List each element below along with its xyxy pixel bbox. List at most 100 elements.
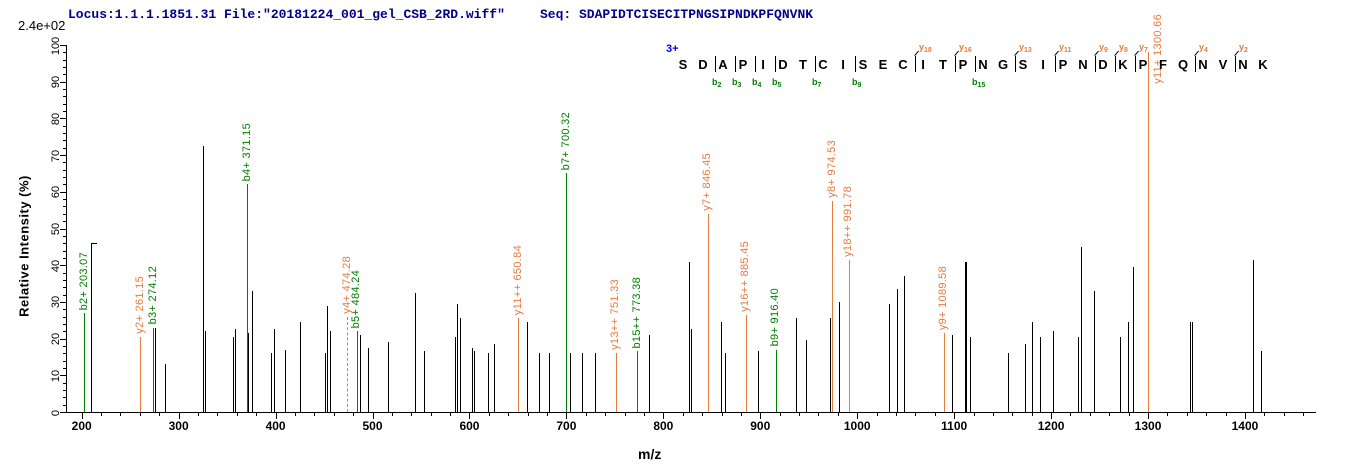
peak (1132, 267, 1134, 412)
y-axis-tick (63, 140, 67, 142)
y-axis-tick (63, 294, 67, 296)
x-tick-label: 1000 (843, 419, 871, 433)
y-axis-tick (63, 235, 67, 237)
y-tick-label: 50 (50, 222, 62, 236)
b-ion-divider (715, 56, 716, 72)
peak (274, 329, 276, 412)
b-ion-peak-label: b7+ 700.32 (559, 112, 572, 171)
peak (232, 336, 234, 412)
x-tick-label: 1100 (941, 419, 968, 433)
sequence-residue: G (997, 57, 1009, 72)
y-ion-peak (347, 316, 349, 412)
x-axis-tick (198, 412, 200, 416)
b-ion-marker-label: b5 (772, 77, 782, 89)
x-axis-tick (372, 412, 374, 419)
y-ion-peak-label: y11++ 650.84 (511, 245, 524, 316)
y-axis-tick (60, 301, 67, 303)
y-tick-label: 90 (50, 76, 62, 89)
y-ion-divider (1015, 56, 1016, 72)
peak (1080, 246, 1082, 412)
x-axis-tick (566, 412, 568, 419)
peak (456, 303, 458, 412)
y-ion-peak-label: y9+ 1089.58 (937, 265, 950, 331)
peak (725, 353, 727, 412)
peak (649, 334, 651, 412)
y-axis-tick (63, 243, 67, 245)
y-axis-tick (60, 265, 67, 267)
y-axis-tick (63, 287, 67, 289)
x-axis-tick (1167, 412, 1169, 416)
peak (1077, 336, 1079, 412)
x-axis-tick (973, 412, 975, 416)
y-axis-tick (60, 155, 67, 157)
peak (1252, 259, 1254, 412)
peak (964, 261, 966, 412)
y-tick-label: 80 (50, 112, 62, 126)
sequence-residue: C (898, 57, 908, 72)
x-axis-tick (605, 412, 607, 416)
x-axis-tick (760, 412, 762, 419)
sequence-residue: T (799, 57, 807, 72)
x-tick-label: 800 (653, 419, 674, 433)
y-ion-divider (955, 56, 956, 72)
y-axis-tick (63, 316, 67, 318)
y-tick-label: 20 (50, 332, 62, 346)
b-ion-peak (153, 327, 155, 412)
sequence-header: Seq: SDAPIDTCISECITPNGSIPNDKPFQNVNK (540, 7, 814, 22)
x-axis-tick (721, 412, 723, 416)
sequence-residue: D (778, 57, 788, 72)
x-axis-tick (1012, 412, 1014, 416)
x-axis-tick (799, 412, 801, 416)
b-ion-peak (637, 351, 639, 412)
x-axis-tick (1283, 412, 1285, 416)
b-ion-marker-label: b7 (812, 77, 822, 89)
y-ion-peak (745, 314, 747, 412)
y-axis-tick (60, 118, 67, 120)
y-ion-peak-label: y2+ 261.15 (133, 276, 146, 334)
y-ion-divider (1135, 56, 1136, 72)
b-ion-divider (775, 56, 776, 72)
y-tick-label: 70 (50, 149, 62, 162)
sequence-residue: Q (1177, 57, 1189, 72)
y-axis-tick (63, 111, 67, 113)
peak (582, 353, 584, 412)
y-axis-tick (63, 221, 67, 223)
x-axis-tick (391, 412, 393, 416)
peak (795, 318, 797, 412)
y-axis-tick (63, 59, 67, 61)
x-axis-tick (779, 412, 781, 416)
y-ion-marker-label: y4 (1199, 42, 1208, 54)
y-ion-peak (848, 259, 850, 412)
x-axis-tick (1186, 412, 1188, 416)
sequence-residue: I (841, 57, 845, 72)
x-axis-tick (1089, 412, 1091, 416)
sequence-residue: I (1041, 57, 1045, 72)
sequence-residue: S (678, 57, 688, 72)
y-axis-tick (63, 309, 67, 311)
x-axis-tick (488, 412, 490, 416)
peak (414, 292, 416, 412)
x-axis-tick (663, 412, 665, 419)
peak (1025, 344, 1027, 412)
peak (1189, 322, 1191, 412)
y-axis-tick (63, 96, 67, 98)
x-axis-tick (178, 412, 180, 419)
peak (839, 301, 841, 412)
peak (830, 318, 832, 412)
peak (1120, 336, 1122, 412)
b-ion-peak (566, 173, 568, 412)
sequence-residue: N (1078, 57, 1088, 72)
y-axis-tick (63, 67, 67, 69)
x-axis-tick (139, 412, 141, 416)
b-ion-peak-label: b9+ 916.40 (769, 288, 782, 347)
y-ion-divider (1095, 56, 1096, 72)
x-axis-tick (547, 412, 548, 416)
y-axis-title: Relative Intensity (%) (16, 175, 32, 317)
sequence-residue: C (818, 57, 828, 72)
x-axis-tick (1031, 412, 1033, 416)
y-tick-label: 40 (50, 259, 62, 272)
sequence-residue: N (978, 57, 988, 72)
peak (91, 243, 93, 412)
peak (474, 351, 476, 412)
